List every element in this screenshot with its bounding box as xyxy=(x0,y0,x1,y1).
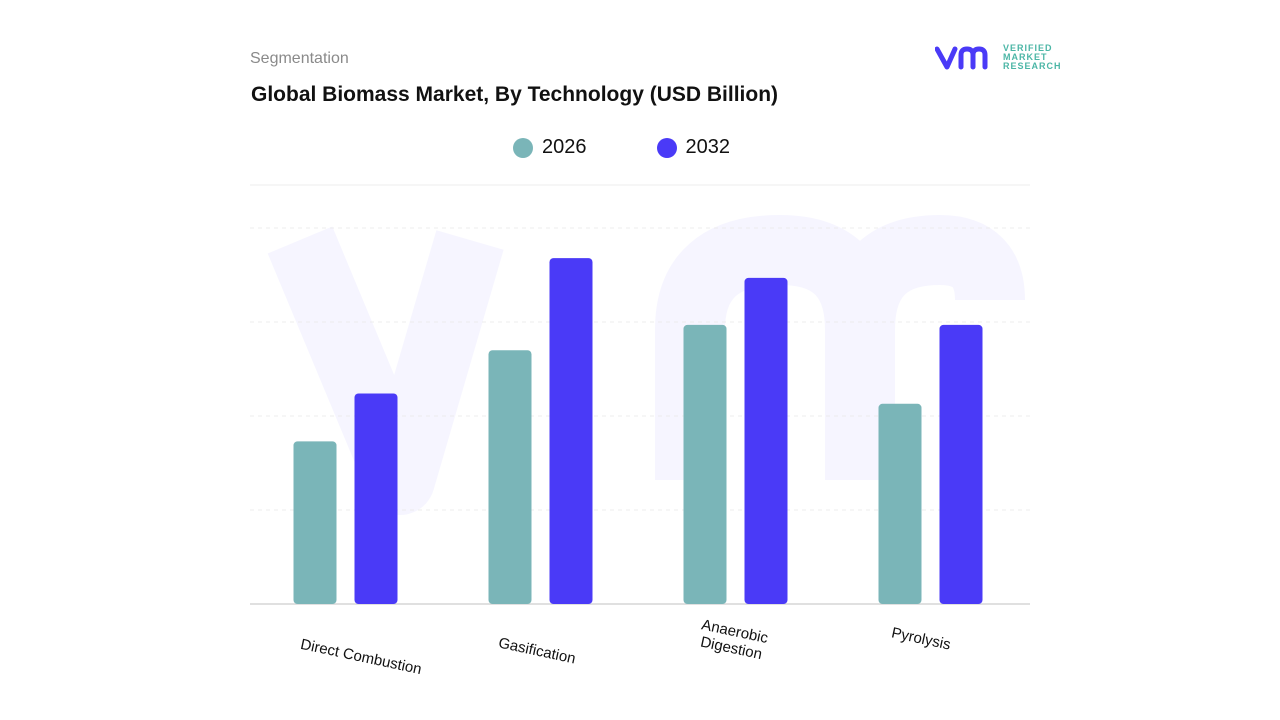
chart-title: Global Biomass Market, By Technology (US… xyxy=(251,83,779,106)
legend-item-2032: 2032 xyxy=(656,136,731,159)
legend-label-2032: 2032 xyxy=(685,136,731,158)
bar-2032-0 xyxy=(354,393,398,604)
legend-item-2026: 2026 xyxy=(513,136,587,159)
legend: 2026 2032 xyxy=(513,136,730,159)
logo-line1: VERIFIED xyxy=(1003,43,1053,53)
logo-line2: MARKET xyxy=(1003,52,1048,62)
vmr-logo-mark-icon xyxy=(935,45,988,69)
logo-line3: RESEARCH xyxy=(1003,61,1062,71)
legend-swatch-2026 xyxy=(513,137,533,158)
bar-2026-2 xyxy=(683,324,727,604)
vmr-logo: VERIFIED MARKET RESEARCH xyxy=(935,44,1062,71)
watermark xyxy=(267,214,1025,515)
bar-2026-0 xyxy=(293,441,337,604)
bar-2032-2 xyxy=(744,277,788,604)
bar-2026-3 xyxy=(878,403,922,604)
bar-2032-3 xyxy=(939,324,983,604)
bar-2032-1 xyxy=(549,258,593,604)
legend-swatch-2032 xyxy=(656,137,677,158)
bar-2026-1 xyxy=(488,350,532,604)
legend-label-2026: 2026 xyxy=(542,136,587,158)
segment-label: Segmentation xyxy=(250,50,349,67)
